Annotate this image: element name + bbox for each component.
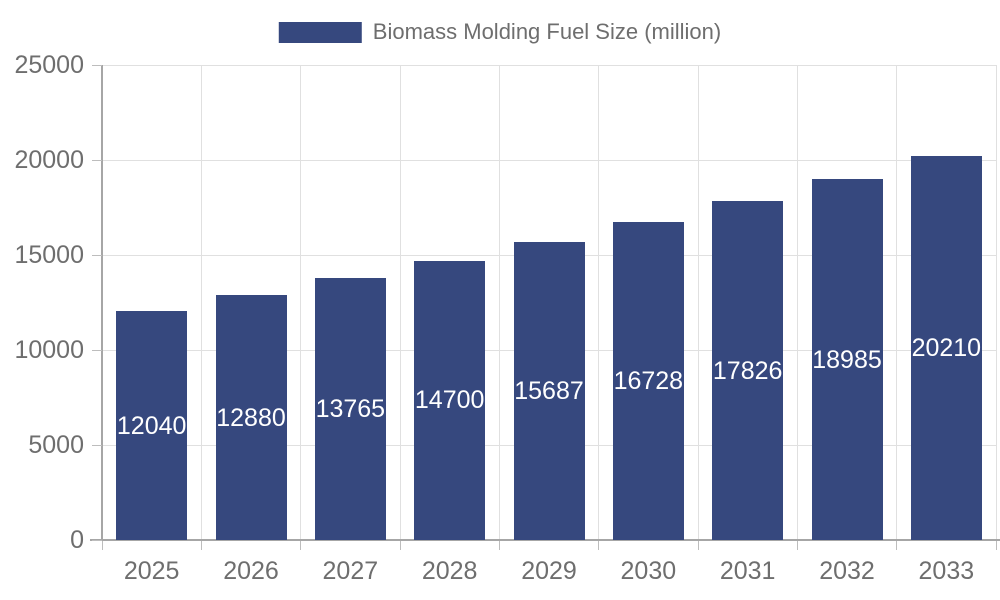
x-axis-tick bbox=[498, 541, 500, 550]
x-axis-tick-label: 2025 bbox=[123, 557, 180, 585]
x-axis-tick bbox=[200, 541, 202, 550]
y-axis-tick-label: 25000 bbox=[14, 51, 84, 79]
gridline-vertical bbox=[498, 65, 500, 540]
y-axis-tick bbox=[92, 539, 102, 541]
bar-2027[interactable] bbox=[314, 278, 386, 540]
gridline-vertical bbox=[896, 65, 898, 540]
bar-2025[interactable] bbox=[116, 311, 188, 540]
x-axis-tick-label: 2029 bbox=[521, 557, 577, 585]
x-axis-tick-label: 2030 bbox=[620, 557, 677, 585]
y-axis-tick-label: 15000 bbox=[14, 241, 84, 269]
x-axis-tick-label: 2028 bbox=[421, 557, 478, 585]
bar-2030[interactable] bbox=[612, 222, 684, 540]
bar-2026[interactable] bbox=[215, 295, 287, 540]
bar-2029[interactable] bbox=[513, 241, 585, 540]
bar-2033[interactable] bbox=[910, 156, 982, 540]
y-axis-tick-label: 20000 bbox=[14, 146, 84, 174]
gridline-horizontal bbox=[102, 64, 996, 66]
y-axis-line bbox=[101, 65, 103, 541]
x-axis-line bbox=[90, 539, 1000, 541]
legend-swatch bbox=[278, 21, 362, 43]
x-axis-tick bbox=[300, 541, 302, 550]
x-axis-tick-label: 2031 bbox=[719, 557, 776, 585]
x-axis-tick bbox=[598, 541, 600, 550]
x-axis-tick bbox=[697, 541, 699, 550]
gridline-vertical bbox=[598, 65, 600, 540]
x-axis-tick bbox=[896, 541, 898, 550]
gridline-vertical bbox=[200, 65, 202, 540]
x-axis-tick bbox=[796, 541, 798, 550]
y-axis-tick-label: 10000 bbox=[14, 336, 84, 364]
x-axis-tick-label: 2032 bbox=[819, 557, 875, 585]
y-axis-tick-label: 5000 bbox=[28, 431, 84, 459]
bar-2032[interactable] bbox=[811, 179, 883, 540]
gridline-vertical bbox=[995, 65, 997, 540]
y-axis-tick bbox=[92, 254, 102, 256]
x-axis-tick-label: 2033 bbox=[918, 557, 975, 585]
gridline-vertical bbox=[697, 65, 699, 540]
y-axis-tick bbox=[92, 64, 102, 66]
bar-2031[interactable] bbox=[712, 201, 784, 540]
x-axis-tick bbox=[995, 541, 997, 550]
bar-2028[interactable] bbox=[414, 260, 486, 540]
y-axis-tick bbox=[92, 349, 102, 351]
x-axis-tick-label: 2027 bbox=[322, 557, 379, 585]
x-axis-tick bbox=[399, 541, 401, 550]
y-axis-tick-label: 0 bbox=[70, 526, 84, 554]
legend-label: Biomass Molding Fuel Size (million) bbox=[372, 19, 722, 44]
x-axis-tick-label: 2026 bbox=[223, 557, 279, 585]
legend[interactable]: Biomass Molding Fuel Size (million) bbox=[278, 19, 722, 45]
gridline-horizontal bbox=[102, 159, 996, 161]
y-axis-tick bbox=[92, 159, 102, 161]
y-axis-tick bbox=[92, 444, 102, 446]
gridline-vertical bbox=[399, 65, 401, 540]
gridline-vertical bbox=[796, 65, 798, 540]
gridline-vertical bbox=[300, 65, 302, 540]
x-axis-tick bbox=[101, 541, 103, 550]
